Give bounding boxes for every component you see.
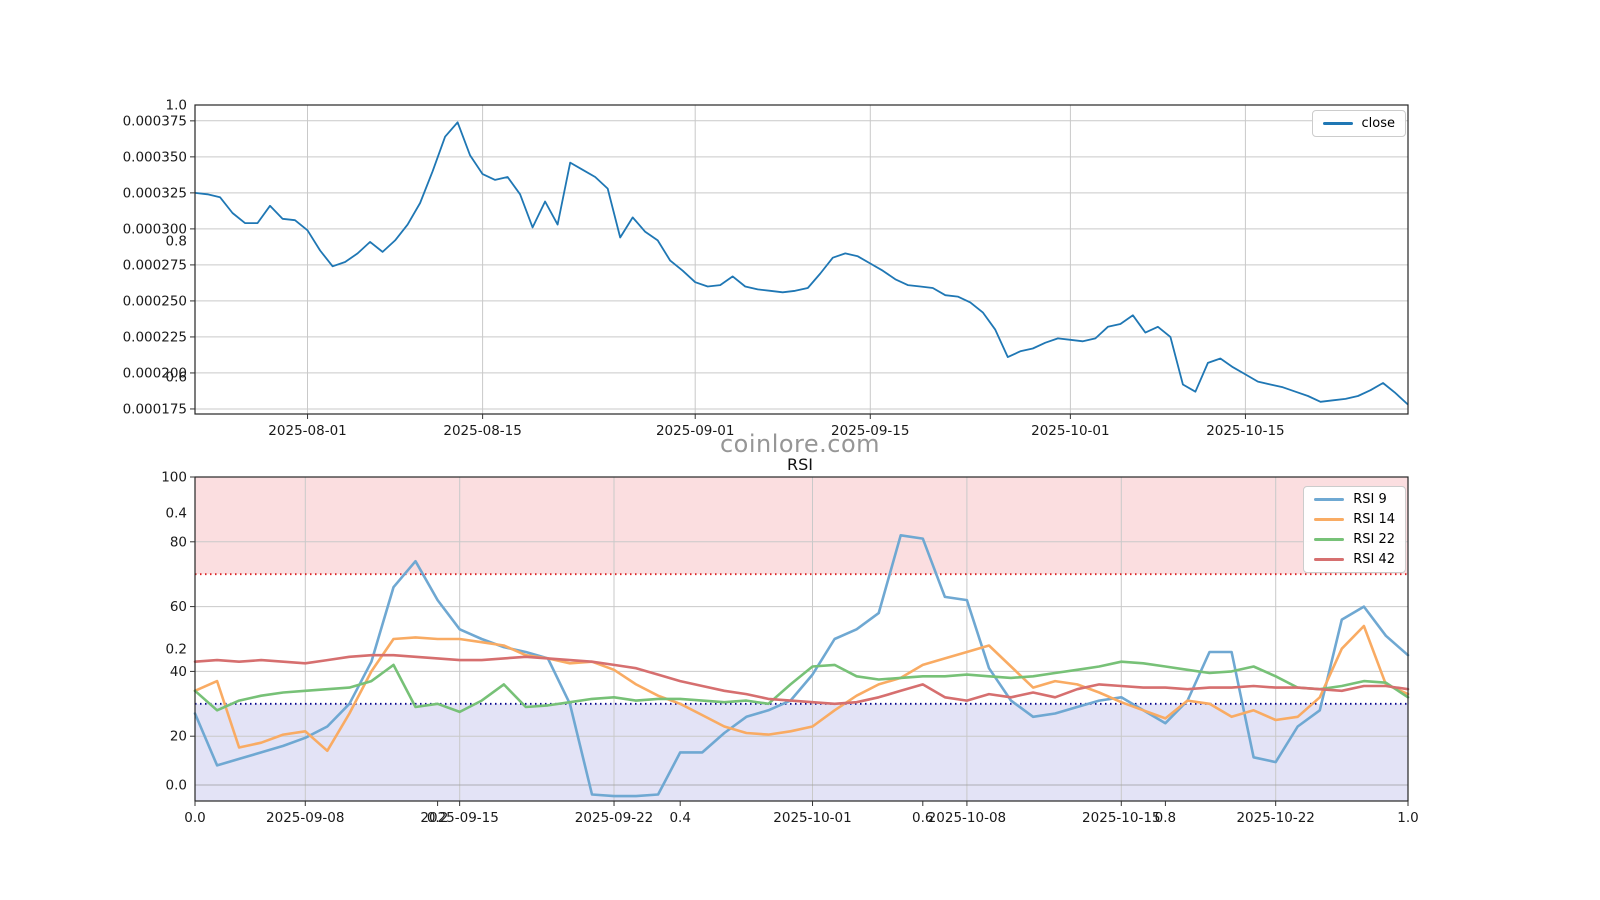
rsi-x-tick-label: 2025-10-01 [773, 810, 851, 826]
overlay-y-tick-label: 0.4 [166, 506, 187, 522]
price-y-tick-label: 0.000300 [123, 221, 187, 237]
rsi-spines [194, 476, 1409, 802]
overbought-band [195, 477, 1408, 575]
rsi42-line-swatch [1314, 558, 1345, 561]
price-y-tick-label: 0.000225 [123, 329, 187, 345]
rsi-14-line [193, 624, 1410, 753]
rsi-22-line [193, 660, 1410, 714]
overlay-axis: 1.0 0.8 0.6 0.4 0.2 0.0 0.0 0.2 0.4 0.6 0.8 1.0 [166, 98, 1419, 827]
rsi-legend: RSI 9 RSI 14 RSI 22 RSI 42 [1303, 486, 1406, 573]
rsi-legend-entry-rsi14: RSI 14 [1314, 512, 1395, 527]
overlay-y-tick-label: 0.8 [166, 234, 187, 250]
rsi-x-tick-label: 2025-10-22 [1236, 810, 1314, 826]
price-y-tick-label: 0.000175 [123, 401, 187, 417]
price-spines [194, 104, 1409, 415]
rsi-x-tick-label: 2025-10-15 [1082, 810, 1160, 826]
rsi-y-tick-label: 40 [170, 664, 187, 680]
price-legend: close [1311, 110, 1406, 137]
overlay-x-tick-label: 1.0 [1397, 810, 1418, 826]
rsi-chart-title: RSI [787, 455, 813, 474]
price-x-tick-label: 2025-08-15 [443, 423, 521, 439]
overlay-x-tick-label: 0.2 [427, 810, 448, 826]
price-y-tick-label: 0.000325 [123, 185, 187, 201]
price-x-tick-label: 2025-09-15 [831, 423, 909, 439]
rsi-legend-label-rsi9: RSI 9 [1353, 492, 1387, 507]
overlay-x-tick-label: 0.6 [912, 810, 933, 826]
rsi-legend-label-rsi14: RSI 14 [1353, 512, 1395, 527]
price-legend-label-close: close [1361, 116, 1395, 131]
price-x-tick-label: 2025-10-15 [1206, 423, 1284, 439]
rsi-legend-entry-rsi42: RSI 42 [1314, 552, 1395, 567]
price-gridlines [195, 105, 1408, 414]
price-legend-entry-close: close [1322, 116, 1395, 131]
close-line-swatch [1322, 122, 1353, 125]
rsi-ticks [190, 476, 1277, 806]
rsi-x-tick-label: 2025-09-22 [575, 810, 653, 826]
price-y-tick-label: 0.000250 [123, 293, 187, 309]
price-y-tick-label: 0.000275 [123, 257, 187, 273]
overlay-x-tick-label: 0.8 [1155, 810, 1176, 826]
price-x-tick-label: 2025-08-01 [268, 423, 346, 439]
price-y-tick-label: 0.000375 [123, 113, 187, 129]
overlay-x-tick-label: 0.0 [184, 810, 205, 826]
overlay-y-tick-label: 0.6 [166, 370, 187, 386]
rsi-legend-entry-rsi22: RSI 22 [1314, 532, 1395, 547]
price-chart: 0.000375 0.000350 0.000325 0.000300 0.000275… [123, 104, 1409, 439]
overlay-x-tick-label: 0.4 [669, 810, 690, 826]
rsi-9-line [193, 533, 1410, 798]
price-x-tick-label: 2025-09-01 [656, 423, 734, 439]
rsi-x-tick-label: 2025-09-15 [420, 810, 498, 826]
close-line [194, 121, 1409, 406]
rsi-chart: 100 80 60 40 20 2025-09-08 2025-09-15 2025-09-2… [161, 470, 1410, 826]
overlay-y-tick-label: 1.0 [166, 98, 187, 114]
overlay-y-tick-label: 0.2 [166, 642, 187, 658]
rsi-x-tick-label: 2025-09-08 [266, 810, 344, 826]
price-ticks [190, 120, 1246, 419]
price-x-tick-label: 2025-10-01 [1031, 423, 1109, 439]
rsi-legend-label-rsi42: RSI 42 [1353, 552, 1395, 567]
price-y-tick-label: 0.000350 [123, 149, 187, 165]
rsi-legend-entry-rsi9: RSI 9 [1314, 492, 1395, 507]
rsi22-line-swatch [1314, 538, 1345, 541]
price-y-tick-label: 0.000200 [123, 365, 187, 381]
rsi-y-tick-label: 100 [161, 470, 187, 486]
rsi9-line-swatch [1314, 498, 1345, 501]
rsi-y-tick-label: 80 [170, 534, 187, 550]
rsi-x-tick-label: 2025-10-08 [928, 810, 1006, 826]
overlay-y-tick-label: 0.0 [166, 778, 187, 794]
rsi-legend-label-rsi22: RSI 22 [1353, 532, 1395, 547]
rsi-y-tick-label: 20 [170, 729, 187, 745]
rsi14-line-swatch [1314, 518, 1345, 521]
rsi-42-line [193, 653, 1410, 706]
oversold-band [195, 703, 1408, 801]
rsi-y-tick-label: 60 [170, 599, 187, 615]
